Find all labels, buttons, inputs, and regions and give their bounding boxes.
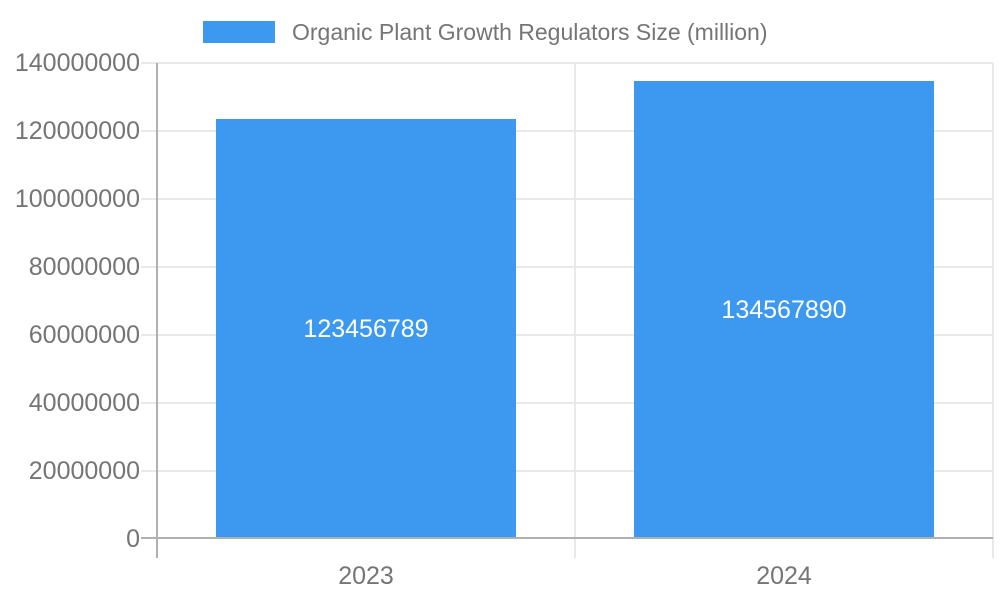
y-axis-tick (141, 470, 157, 472)
y-axis-tick-label: 100000000 (14, 185, 140, 213)
y-axis-tick (141, 334, 157, 336)
y-axis-tick-label: 20000000 (28, 457, 140, 485)
bar-2023[interactable] (216, 119, 516, 539)
y-axis-tick-label: 140000000 (14, 49, 140, 77)
legend-swatch (203, 21, 275, 43)
vertical-gridline (574, 63, 576, 558)
x-axis-tick-label-2024: 2024 (756, 562, 812, 590)
y-axis-tick-label: 120000000 (14, 117, 140, 145)
x-axis-baseline (141, 537, 993, 539)
y-axis-tick-label: 80000000 (28, 253, 140, 281)
plot-area: 123456789 134567890 (141, 62, 994, 558)
y-axis-tick (141, 62, 157, 64)
y-axis-tick (141, 266, 157, 268)
legend: Organic Plant Growth Regulators Size (mi… (203, 10, 768, 54)
x-axis-tick-label-2023: 2023 (338, 562, 394, 590)
vertical-gridline (992, 63, 994, 558)
legend-label: Organic Plant Growth Regulators Size (mi… (292, 18, 768, 45)
y-axis-tick-label: 0 (126, 525, 140, 553)
y-axis-tick (141, 130, 157, 132)
y-axis-tick-label: 60000000 (28, 321, 140, 349)
y-axis-tick (141, 198, 157, 200)
bar-2024[interactable] (634, 81, 934, 539)
y-axis-tick-label: 40000000 (28, 389, 140, 417)
y-axis-tick (141, 402, 157, 404)
y-axis-line (156, 63, 158, 558)
bar-value-label: 134567890 (721, 296, 847, 325)
bar-value-label: 123456789 (303, 315, 429, 344)
